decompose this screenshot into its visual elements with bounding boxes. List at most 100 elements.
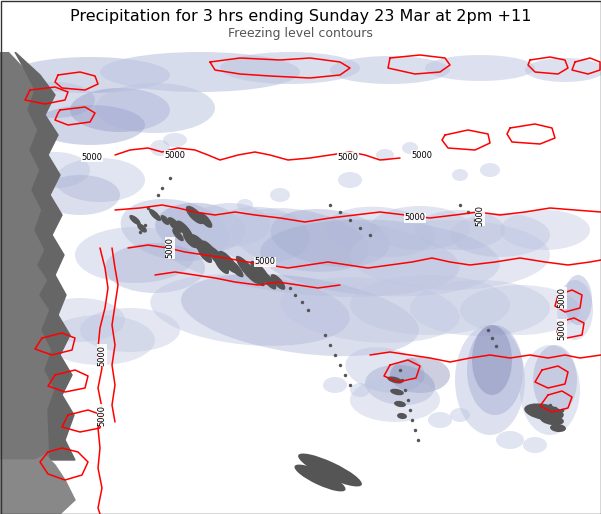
- Text: Precipitation for 3 hrs ending Sunday 23 Mar at 2pm +11: Precipitation for 3 hrs ending Sunday 23…: [70, 9, 531, 24]
- Ellipse shape: [155, 203, 245, 253]
- Ellipse shape: [20, 152, 90, 188]
- Ellipse shape: [210, 207, 310, 263]
- Ellipse shape: [181, 274, 419, 356]
- Ellipse shape: [387, 376, 403, 383]
- Text: 5000: 5000: [404, 213, 426, 223]
- Text: 5000: 5000: [97, 405, 106, 426]
- Ellipse shape: [186, 206, 204, 224]
- Text: 5000: 5000: [165, 151, 186, 159]
- Polygon shape: [0, 455, 75, 514]
- Ellipse shape: [190, 203, 270, 247]
- Ellipse shape: [467, 325, 523, 415]
- Ellipse shape: [163, 133, 187, 147]
- Ellipse shape: [137, 224, 147, 233]
- Ellipse shape: [121, 199, 230, 261]
- Ellipse shape: [35, 298, 125, 342]
- Ellipse shape: [346, 347, 424, 393]
- Ellipse shape: [376, 149, 394, 161]
- Ellipse shape: [394, 401, 406, 407]
- Ellipse shape: [45, 315, 155, 365]
- Ellipse shape: [402, 142, 418, 154]
- Ellipse shape: [260, 219, 500, 297]
- Ellipse shape: [55, 158, 145, 202]
- Ellipse shape: [350, 275, 510, 335]
- Ellipse shape: [270, 274, 285, 290]
- Ellipse shape: [525, 58, 601, 82]
- Ellipse shape: [480, 163, 500, 177]
- Ellipse shape: [80, 308, 180, 352]
- Bar: [0, 0, 601, 52]
- Ellipse shape: [207, 246, 230, 270]
- Ellipse shape: [450, 408, 470, 422]
- Text: Freezing level contours: Freezing level contours: [228, 28, 373, 41]
- Ellipse shape: [350, 378, 440, 422]
- Ellipse shape: [202, 241, 218, 260]
- Ellipse shape: [557, 280, 593, 340]
- Ellipse shape: [330, 56, 450, 84]
- Ellipse shape: [260, 270, 276, 289]
- Ellipse shape: [472, 325, 512, 395]
- Ellipse shape: [227, 259, 243, 278]
- Ellipse shape: [10, 57, 170, 93]
- Ellipse shape: [523, 437, 547, 453]
- Ellipse shape: [533, 345, 577, 415]
- Text: 5000: 5000: [475, 205, 484, 226]
- Ellipse shape: [190, 234, 210, 256]
- Ellipse shape: [564, 275, 592, 325]
- Ellipse shape: [350, 220, 550, 290]
- Ellipse shape: [75, 227, 195, 283]
- Text: 5000: 5000: [558, 287, 567, 308]
- Ellipse shape: [500, 210, 590, 250]
- Ellipse shape: [40, 175, 120, 215]
- Ellipse shape: [15, 82, 95, 118]
- Ellipse shape: [237, 199, 253, 211]
- Ellipse shape: [496, 431, 524, 449]
- Ellipse shape: [105, 243, 205, 293]
- Ellipse shape: [215, 258, 229, 274]
- Ellipse shape: [455, 325, 525, 435]
- Ellipse shape: [149, 209, 161, 221]
- Ellipse shape: [270, 188, 290, 202]
- Ellipse shape: [198, 247, 212, 263]
- Ellipse shape: [323, 377, 347, 393]
- Ellipse shape: [177, 221, 194, 240]
- Ellipse shape: [350, 383, 370, 397]
- Ellipse shape: [100, 52, 300, 92]
- Text: 5000: 5000: [82, 153, 103, 161]
- Text: 5000: 5000: [338, 153, 359, 161]
- Polygon shape: [0, 52, 38, 460]
- Ellipse shape: [250, 261, 270, 283]
- Ellipse shape: [251, 270, 265, 286]
- Ellipse shape: [160, 215, 169, 225]
- Ellipse shape: [270, 209, 389, 267]
- Ellipse shape: [390, 389, 404, 395]
- Ellipse shape: [390, 357, 450, 393]
- Ellipse shape: [520, 345, 580, 435]
- Ellipse shape: [218, 251, 238, 273]
- Text: 5000: 5000: [97, 344, 106, 365]
- Ellipse shape: [425, 55, 535, 81]
- Ellipse shape: [129, 215, 141, 225]
- Ellipse shape: [220, 52, 360, 84]
- Ellipse shape: [150, 274, 350, 346]
- Ellipse shape: [450, 213, 550, 257]
- Ellipse shape: [298, 453, 362, 486]
- Ellipse shape: [183, 232, 197, 248]
- Ellipse shape: [550, 424, 566, 432]
- Text: 5000: 5000: [412, 151, 433, 159]
- Ellipse shape: [150, 140, 170, 156]
- Ellipse shape: [35, 105, 145, 145]
- Ellipse shape: [325, 207, 435, 258]
- Ellipse shape: [540, 415, 564, 425]
- Ellipse shape: [338, 172, 362, 188]
- Ellipse shape: [428, 412, 452, 428]
- Text: 5000: 5000: [558, 320, 567, 340]
- Ellipse shape: [95, 83, 215, 133]
- Polygon shape: [0, 52, 58, 460]
- Text: 5000: 5000: [254, 258, 275, 266]
- Ellipse shape: [280, 277, 460, 343]
- Ellipse shape: [172, 229, 184, 241]
- Ellipse shape: [236, 256, 260, 284]
- Ellipse shape: [460, 285, 580, 335]
- Ellipse shape: [365, 365, 435, 405]
